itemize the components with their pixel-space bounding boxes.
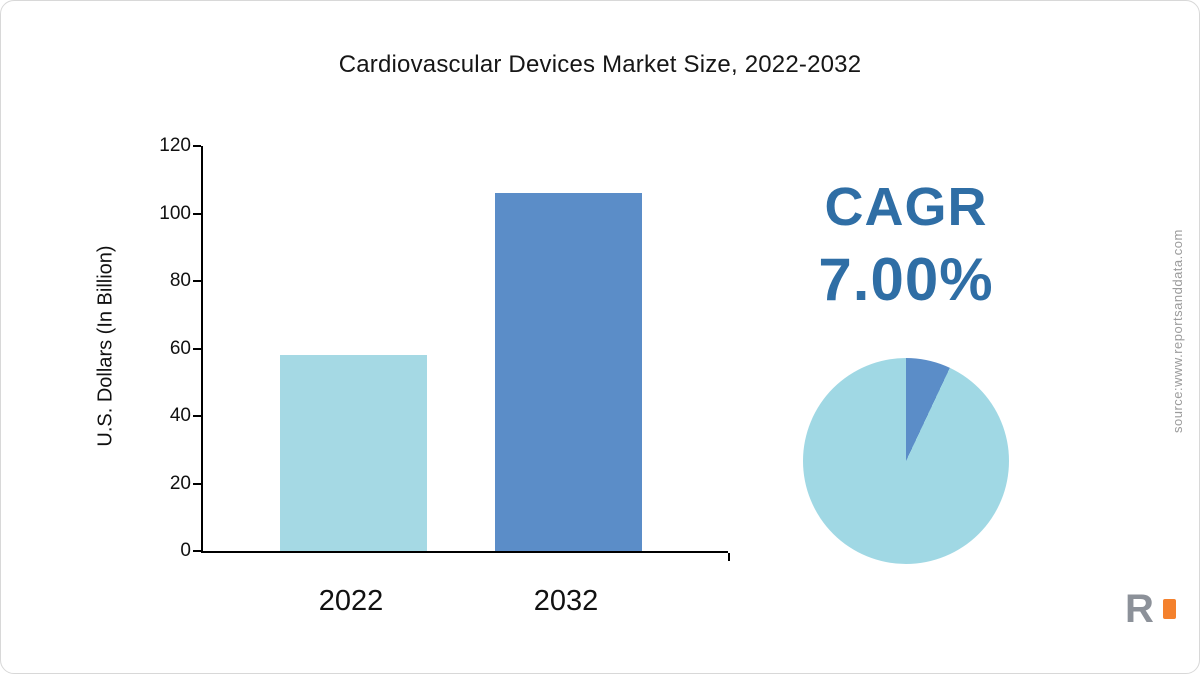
y-tick-label-120: 120 [159, 135, 191, 156]
y-tick-mark-0 [193, 550, 201, 552]
y-tick-mark-120 [193, 145, 201, 147]
y-tick-label-100: 100 [159, 202, 191, 224]
x-category-label-2022: 2022 [318, 585, 384, 617]
bar-2022 [279, 355, 427, 551]
reportsanddata-logo: R [1123, 587, 1179, 631]
pie-chart [803, 358, 1009, 564]
logo-accent-dot [1163, 599, 1176, 619]
y-tick-mark-40 [193, 415, 201, 417]
x-axis-end-tick [728, 553, 730, 561]
chart-title: Cardiovascular Devices Market Size, 2022… [338, 51, 862, 78]
y-tick-mark-60 [193, 347, 201, 350]
y-tick-label-80: 80 [169, 270, 191, 291]
y-tick-mark-20 [193, 482, 201, 485]
cagr-label: CAGR [824, 177, 988, 237]
y-tick-label-20: 20 [169, 472, 191, 494]
y-tick-label-0: 0 [180, 540, 191, 561]
cagr-value: 7.00% [818, 245, 994, 313]
y-axis-label: U.S. Dollars (In Billion) [94, 245, 117, 447]
y-tick-mark-80 [193, 280, 201, 282]
source-note: source:www.reportsanddata.com [1170, 229, 1185, 433]
bar-2032 [494, 193, 642, 551]
logo-letter: R [1125, 589, 1154, 629]
y-tick-label-40: 40 [169, 405, 191, 426]
y-tick-mark-100 [193, 212, 201, 215]
logo-graphic: R [1125, 587, 1176, 631]
cagr-block: CAGR 7.00% [787, 179, 1025, 311]
bar-chart-plot-area: 0 20 40 60 80 100 120 [159, 135, 730, 561]
y-tick-label-60: 60 [169, 337, 191, 359]
x-category-label-2032: 2032 [533, 585, 599, 617]
